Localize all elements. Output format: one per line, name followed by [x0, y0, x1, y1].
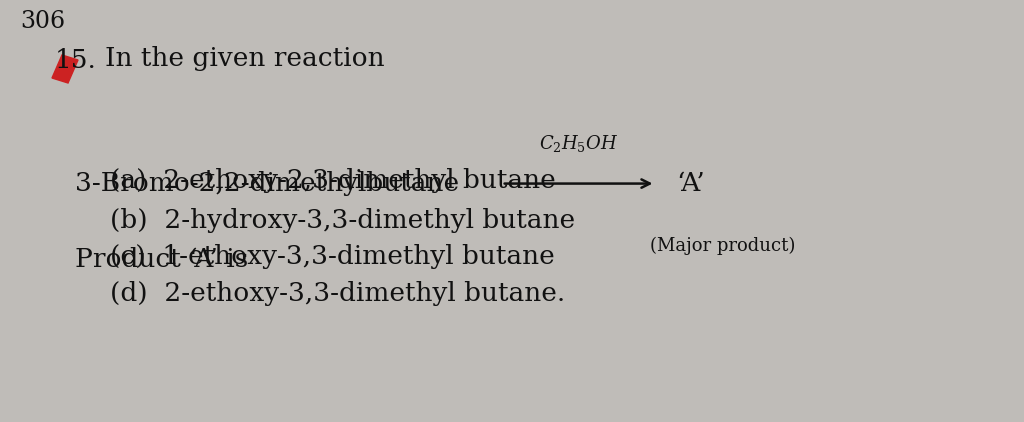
Text: (a)  2-ethoxy-2,3-dimethyl butane: (a) 2-ethoxy-2,3-dimethyl butane: [110, 168, 556, 193]
Text: Product ‘A’ is: Product ‘A’ is: [75, 247, 248, 272]
Text: (c)  1-ethoxy-3,3-dimethyl butane: (c) 1-ethoxy-3,3-dimethyl butane: [110, 244, 555, 269]
Text: $C_2H_5OH$: $C_2H_5OH$: [539, 133, 618, 154]
Text: (d)  2-ethoxy-3,3-dimethyl butane.: (d) 2-ethoxy-3,3-dimethyl butane.: [110, 281, 565, 306]
Text: (Major product): (Major product): [650, 236, 796, 254]
Polygon shape: [52, 55, 78, 83]
Text: 15.: 15.: [55, 48, 97, 73]
Text: 306: 306: [20, 10, 66, 33]
Text: ‘A’: ‘A’: [676, 171, 705, 196]
Text: In the given reaction: In the given reaction: [105, 46, 385, 70]
Text: (b)  2-hydroxy-3,3-dimethyl butane: (b) 2-hydroxy-3,3-dimethyl butane: [110, 208, 575, 233]
Text: 3-Bromo-2,2-dimethylbutane: 3-Bromo-2,2-dimethylbutane: [75, 171, 459, 196]
